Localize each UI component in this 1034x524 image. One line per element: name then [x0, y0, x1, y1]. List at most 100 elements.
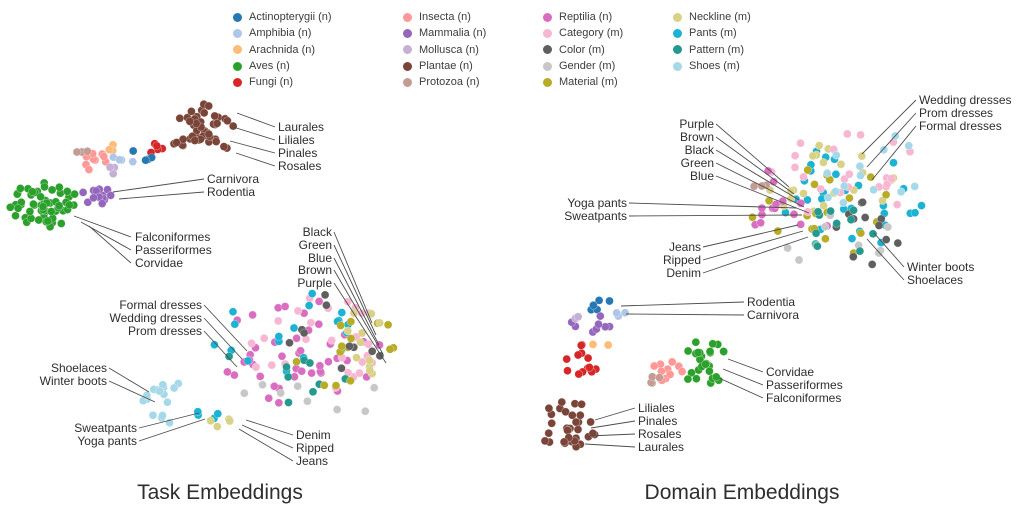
scatter-point-amphibia: [620, 308, 630, 318]
scatter-point-shoes: [823, 193, 833, 202]
legend-label: Pattern (m): [689, 43, 745, 56]
scatter-point-shoes: [856, 171, 865, 180]
scatter-point-reptilia: [796, 220, 806, 229]
legend-label: Mammalia (n): [419, 27, 487, 40]
scatter-point-pattern: [868, 229, 878, 239]
annotation-label: Liliales: [278, 133, 315, 147]
scatter-point-reptilia: [223, 367, 232, 377]
legend-label: Category (m): [559, 27, 624, 40]
annotation-line: [232, 126, 276, 141]
scatter-point-color: [867, 260, 877, 269]
scatter-point-category: [364, 339, 373, 349]
scatter-point-pattern: [813, 241, 822, 251]
scatter-point-aves: [54, 201, 64, 210]
annotation-line: [861, 99, 917, 155]
scatter-point-aves: [54, 182, 64, 192]
scatter-point-aves: [705, 347, 715, 356]
scatter-point-arachnida: [603, 340, 613, 350]
annotation-line: [236, 112, 276, 128]
arachnida-swatch-icon: [233, 45, 242, 55]
scatter-point-pants: [847, 234, 857, 243]
reptilia-swatch-icon: [543, 12, 552, 22]
scatter-point-shoes: [831, 187, 840, 196]
scatter-point-pants: [289, 323, 299, 333]
legend-item-mollusca: Mollusca (n): [403, 42, 528, 58]
scatter-point-aves: [705, 366, 714, 376]
fungi-swatch-icon: [233, 77, 242, 87]
scatter-point-aves: [16, 184, 25, 193]
legend-item-mammalia: Mammalia (n): [403, 25, 528, 41]
annotation-label: Black: [303, 225, 333, 239]
scatter-point-gender: [360, 406, 370, 416]
scatter-point-aves: [719, 347, 728, 356]
scatter-point-pants: [337, 308, 347, 317]
scatter-point-mammalia: [595, 311, 605, 321]
shoes-swatch-icon: [673, 61, 682, 71]
annotation-label: Passeriformes: [135, 243, 212, 257]
scatter-point-plantae: [212, 119, 222, 128]
annotation-label: Carnivora: [747, 308, 799, 322]
scatter-point-mammalia: [78, 188, 88, 197]
scatter-point-gender: [276, 388, 286, 398]
scatter-point-neckline: [808, 151, 818, 161]
scatter-point-pattern: [832, 219, 842, 228]
scatter-point-aves: [691, 337, 701, 347]
scatter-point-pants: [230, 319, 240, 329]
legend-label: Pants (m): [689, 27, 737, 40]
annotation-label: Laurales: [278, 120, 324, 134]
scatter-point-shoes: [839, 181, 849, 191]
legend-item-fungi: Fungi (n): [233, 74, 388, 90]
scatter-point-category: [803, 207, 813, 217]
annotation-label: Wedding dresses: [110, 311, 203, 325]
aves-swatch-icon: [233, 61, 242, 71]
scatter-point-plantae: [561, 407, 570, 417]
annotation-line: [628, 214, 803, 217]
gender-swatch-icon: [543, 61, 552, 71]
annotation-line: [203, 304, 248, 352]
scatter-point-pants: [803, 195, 812, 205]
scatter-point-pants: [210, 340, 219, 350]
scatter-point-aves: [29, 199, 38, 209]
scatter-point-category: [887, 174, 896, 183]
annotation-line: [594, 407, 636, 421]
amphibia-swatch-icon: [233, 28, 242, 38]
task-embeddings-title: Task Embeddings: [137, 481, 303, 504]
scatter-point-pants: [889, 158, 898, 167]
scatter-point-plantae: [571, 417, 581, 427]
scatter-point-neckline: [206, 416, 215, 426]
scatter-point-material: [881, 190, 891, 199]
annotation-label: Jeans: [669, 240, 701, 254]
annotation-line: [587, 433, 636, 437]
scatter-point-material: [292, 357, 301, 367]
scatter-point-reptilia: [314, 297, 324, 306]
scatter-point-fungi: [152, 141, 162, 151]
annotation-line: [628, 202, 798, 209]
scatter-point-aves: [25, 207, 35, 216]
scatter-point-pattern: [826, 206, 835, 216]
scatter-point-plantae: [559, 437, 569, 447]
scatter-point-shoes: [163, 397, 172, 407]
scatter-point-reptilia: [292, 333, 301, 343]
scatter-point-material: [385, 344, 395, 354]
scatter-point-shoes: [169, 383, 179, 393]
scatter-point-neckline: [819, 201, 829, 210]
scatter-point-gender: [293, 381, 303, 391]
mammalia-swatch-icon: [403, 28, 412, 38]
annotation-label: Sweatpants: [564, 209, 627, 223]
scatter-point-category: [259, 333, 269, 343]
scatter-point-pattern: [308, 387, 318, 397]
neckline-swatch-icon: [673, 12, 682, 22]
plantae-swatch-icon: [403, 61, 412, 71]
scatter-point-plantae: [175, 114, 185, 123]
scatter-point-mollusca: [108, 169, 118, 178]
legend-label: Fungi (n): [249, 76, 294, 89]
scatter-point-pants: [910, 208, 920, 217]
annotation-line: [112, 178, 205, 193]
scatter-point-color: [367, 346, 377, 356]
annotation-line: [620, 301, 745, 307]
annotation-line: [702, 230, 804, 261]
scatter-point-neckline: [213, 422, 222, 431]
scatter-point-category: [856, 130, 865, 140]
scatter-point-pattern: [846, 215, 856, 224]
scatter-point-reptilia: [315, 361, 325, 371]
